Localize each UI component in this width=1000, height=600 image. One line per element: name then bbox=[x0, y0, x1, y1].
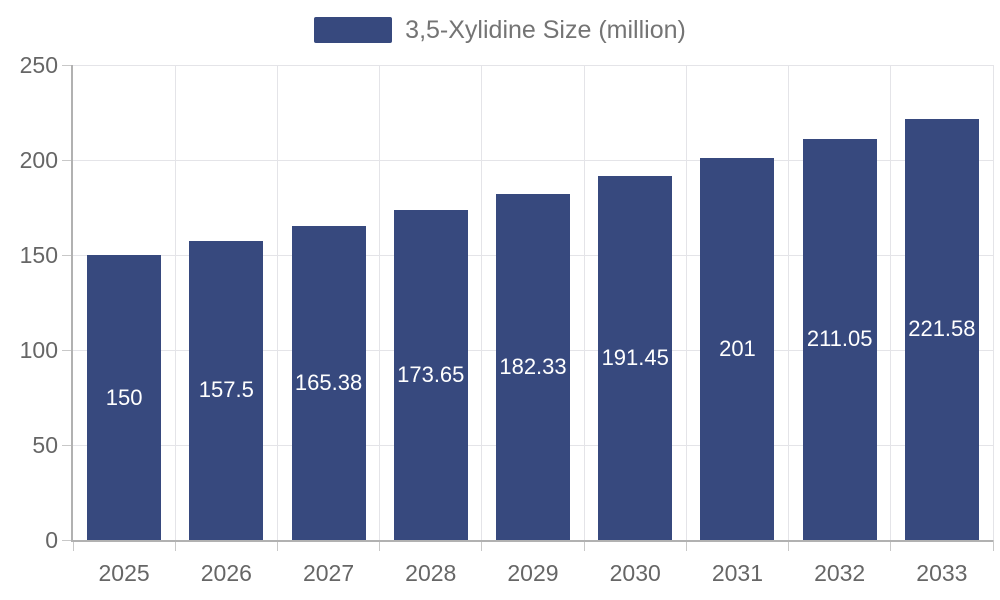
x-tick-6 bbox=[685, 540, 687, 551]
bar-value-label: 211.05 bbox=[806, 326, 873, 352]
x-tick-9 bbox=[992, 540, 994, 551]
bar-value-label: 201 bbox=[719, 336, 756, 362]
x-tick-4 bbox=[481, 540, 483, 551]
x-tick-8 bbox=[890, 540, 892, 551]
bar-value-label: 150 bbox=[105, 384, 143, 410]
y-axis-label: 100 bbox=[19, 337, 58, 363]
y-tick-100 bbox=[62, 349, 73, 351]
legend-swatch bbox=[314, 17, 393, 43]
gridline-x-2 bbox=[276, 65, 278, 540]
bar-2026[interactable]: 157.5 bbox=[189, 240, 264, 540]
x-axis-label-2033: 2033 bbox=[916, 560, 968, 586]
y-axis-label: 0 bbox=[45, 527, 58, 553]
x-axis-label-2028: 2028 bbox=[405, 560, 457, 586]
bar-2033[interactable]: 221.58 bbox=[904, 118, 979, 540]
bar-2031[interactable]: 201 bbox=[700, 158, 775, 540]
x-tick-1 bbox=[174, 540, 176, 551]
legend[interactable]: 3,5-Xylidine Size (million) bbox=[0, 15, 1000, 45]
y-axis-label: 150 bbox=[19, 242, 58, 268]
gridline-x-1 bbox=[174, 65, 176, 540]
y-tick-0 bbox=[62, 539, 73, 541]
bar-2028[interactable]: 173.65 bbox=[393, 210, 468, 540]
x-axis-label-2029: 2029 bbox=[507, 560, 559, 586]
x-tick-5 bbox=[583, 540, 585, 551]
bar-value-label: 182.33 bbox=[499, 353, 567, 379]
x-tick-2 bbox=[276, 540, 278, 551]
y-tick-50 bbox=[62, 444, 73, 446]
x-axis-line bbox=[71, 540, 993, 542]
y-axis-label: 250 bbox=[19, 52, 58, 78]
bar-value-label: 221.58 bbox=[908, 316, 976, 342]
gridline-x-7 bbox=[788, 65, 790, 540]
legend-label: 3,5-Xylidine Size (million) bbox=[405, 16, 686, 44]
bar-2030[interactable]: 191.45 bbox=[598, 176, 673, 540]
x-axis-label-2027: 2027 bbox=[302, 560, 355, 586]
bar-2027[interactable]: 165.38 bbox=[291, 225, 366, 540]
x-axis-label-2032: 2032 bbox=[814, 560, 866, 586]
y-tick-250 bbox=[62, 64, 73, 66]
x-tick-0 bbox=[72, 540, 74, 551]
bar-value-label: 173.65 bbox=[397, 362, 465, 388]
gridline-x-4 bbox=[481, 65, 483, 540]
x-axis-label-2030: 2030 bbox=[609, 560, 661, 586]
gridline-x-5 bbox=[583, 65, 585, 540]
bar-2032[interactable]: 211.05 bbox=[802, 139, 877, 540]
y-axis-label: 50 bbox=[32, 432, 58, 458]
bar-value-label: 157.5 bbox=[198, 377, 254, 403]
y-axis-label: 200 bbox=[19, 147, 58, 173]
gridline-y-250 bbox=[73, 64, 993, 66]
bar-2025[interactable]: 150 bbox=[87, 255, 162, 540]
bar-2029[interactable]: 182.33 bbox=[496, 193, 570, 540]
x-tick-7 bbox=[788, 540, 790, 551]
y-tick-200 bbox=[62, 159, 73, 161]
x-tick-3 bbox=[379, 540, 381, 551]
bar-value-label: 165.38 bbox=[294, 369, 363, 395]
x-axis-label-2026: 2026 bbox=[200, 560, 252, 586]
gridline-x-6 bbox=[685, 65, 687, 540]
gridline-x-8 bbox=[890, 65, 892, 540]
gridline-x-3 bbox=[379, 65, 381, 540]
x-axis-label-2031: 2031 bbox=[711, 560, 764, 586]
bar-value-label: 191.45 bbox=[601, 345, 669, 371]
gridline-y-200 bbox=[73, 159, 993, 161]
y-tick-150 bbox=[62, 254, 73, 256]
x-axis-label-2025: 2025 bbox=[98, 560, 150, 586]
y-axis-line bbox=[71, 65, 73, 540]
gridline-x-9 bbox=[992, 65, 994, 540]
